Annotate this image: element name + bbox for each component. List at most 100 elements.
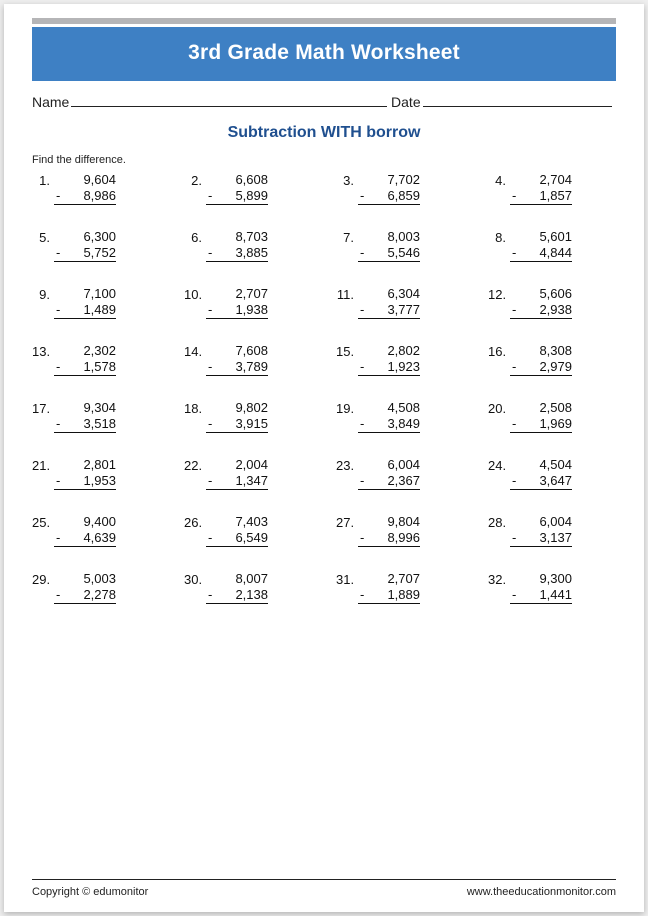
problem: 31.2,707-1,889	[336, 571, 464, 604]
subtrahend-row: -4,639	[54, 530, 116, 547]
problem-body: 7,403-6,549	[206, 514, 268, 547]
subtrahend: 2,278	[83, 587, 116, 602]
problem-number: 10.	[184, 286, 206, 302]
problem: 24.4,504-3,647	[488, 457, 616, 490]
problem-number: 20.	[488, 400, 510, 416]
subtrahend: 2,979	[539, 359, 572, 374]
subtrahend: 1,489	[83, 302, 116, 317]
minus-sign: -	[510, 188, 516, 203]
problem-body: 4,508-3,849	[358, 400, 420, 433]
problem-body: 6,300-5,752	[54, 229, 116, 262]
top-accent-bar	[32, 18, 616, 24]
subtrahend-row: -8,986	[54, 188, 116, 205]
name-blank-line	[71, 93, 387, 107]
problem-number: 28.	[488, 514, 510, 530]
subtrahend: 8,996	[387, 530, 420, 545]
problem-body: 8,003-5,546	[358, 229, 420, 262]
problem-body: 7,100- 1,489	[54, 286, 116, 319]
minuend: 9,802	[206, 400, 268, 415]
problem-number: 30.	[184, 571, 206, 587]
subtrahend: 4,844	[539, 245, 572, 260]
problem: 26.7,403-6,549	[184, 514, 312, 547]
subtrahend: 3,849	[387, 416, 420, 431]
subtrahend-row: -5,546	[358, 245, 420, 262]
subtrahend-row: -2,367	[358, 473, 420, 490]
minus-sign: -	[54, 245, 60, 260]
problem: 4.2,704-1,857	[488, 172, 616, 205]
problem-number: 7.	[336, 229, 358, 245]
subtrahend: 3,885	[235, 245, 268, 260]
minuend: 8,308	[510, 343, 572, 358]
problem-body: 2,302-1,578	[54, 343, 116, 376]
problem-number: 22.	[184, 457, 206, 473]
problem-body: 6,004-2,367	[358, 457, 420, 490]
date-blank-line	[423, 93, 612, 107]
problem-number: 11.	[336, 286, 358, 302]
problem: 2.6,608-5,899	[184, 172, 312, 205]
problem-number: 4.	[488, 172, 510, 188]
minus-sign: -	[206, 530, 212, 545]
minuend: 9,304	[54, 400, 116, 415]
problem-number: 15.	[336, 343, 358, 359]
problem-body: 7,608-3,789	[206, 343, 268, 376]
problem-number: 29.	[32, 571, 54, 587]
instruction-text: Find the difference.	[32, 154, 616, 166]
problem-body: 9,604-8,986	[54, 172, 116, 205]
problem-number: 12.	[488, 286, 510, 302]
minus-sign: -	[54, 302, 60, 317]
minus-sign: -	[54, 530, 60, 545]
problem: 27.9,804-8,996	[336, 514, 464, 547]
minus-sign: -	[358, 473, 364, 488]
minus-sign: -	[206, 473, 212, 488]
subtrahend-row: -6,859	[358, 188, 420, 205]
problem-number: 19.	[336, 400, 358, 416]
problem: 32.9,300-1,441	[488, 571, 616, 604]
minuend: 7,608	[206, 343, 268, 358]
subtrahend-row: -1,923	[358, 359, 420, 376]
minus-sign: -	[358, 587, 364, 602]
footer-url: www.theeducationmonitor.com	[467, 886, 616, 898]
problem-body: 6,304-3,777	[358, 286, 420, 319]
minus-sign: -	[206, 188, 212, 203]
minuend: 6,300	[54, 229, 116, 244]
worksheet-page: 3rd Grade Math Worksheet Name Date Subtr…	[4, 4, 644, 912]
problem: 13.2,302-1,578	[32, 343, 160, 376]
problem: 10.2,707-1,938	[184, 286, 312, 319]
footer-copyright: Copyright © edumonitor	[32, 886, 148, 898]
subtrahend: 5,546	[387, 245, 420, 260]
minuend: 7,100	[54, 286, 116, 301]
problem: 17.9,304-3,518	[32, 400, 160, 433]
minuend: 4,508	[358, 400, 420, 415]
problem: 23.6,004-2,367	[336, 457, 464, 490]
problem-body: 5,601-4,844	[510, 229, 572, 262]
problem-body: 2,801-1,953	[54, 457, 116, 490]
problem-number: 27.	[336, 514, 358, 530]
problem-number: 26.	[184, 514, 206, 530]
minuend: 2,707	[358, 571, 420, 586]
minus-sign: -	[510, 302, 516, 317]
subtrahend-row: -1,441	[510, 587, 572, 604]
problem-number: 13.	[32, 343, 54, 359]
problem: 9.7,100-1,489	[32, 286, 160, 319]
subtrahend: 3,915	[235, 416, 268, 431]
minuend: 9,300	[510, 571, 572, 586]
minus-sign: -	[206, 302, 212, 317]
minus-sign: -	[54, 188, 60, 203]
subtrahend: 1,889	[387, 587, 420, 602]
problem-body: 5,606-2,938	[510, 286, 572, 319]
problem-number: 3.	[336, 172, 358, 188]
problem: 14.7,608-3,789	[184, 343, 312, 376]
subtrahend-row: -2,278	[54, 587, 116, 604]
subtrahend-row: -1,857	[510, 188, 572, 205]
problem-body: 9,300-1,441	[510, 571, 572, 604]
minuend: 9,604	[54, 172, 116, 187]
subtrahend-row: -3,137	[510, 530, 572, 547]
subtrahend-row: -3,777	[358, 302, 420, 319]
problem-body: 9,802-3,915	[206, 400, 268, 433]
minuend: 8,003	[358, 229, 420, 244]
problem: 16.8,308-2,979	[488, 343, 616, 376]
subtrahend-row: -2,138	[206, 587, 268, 604]
problem: 19.4,508-3,849	[336, 400, 464, 433]
subtrahend-row: - 1,489	[54, 302, 116, 319]
subtrahend: 2,938	[539, 302, 572, 317]
